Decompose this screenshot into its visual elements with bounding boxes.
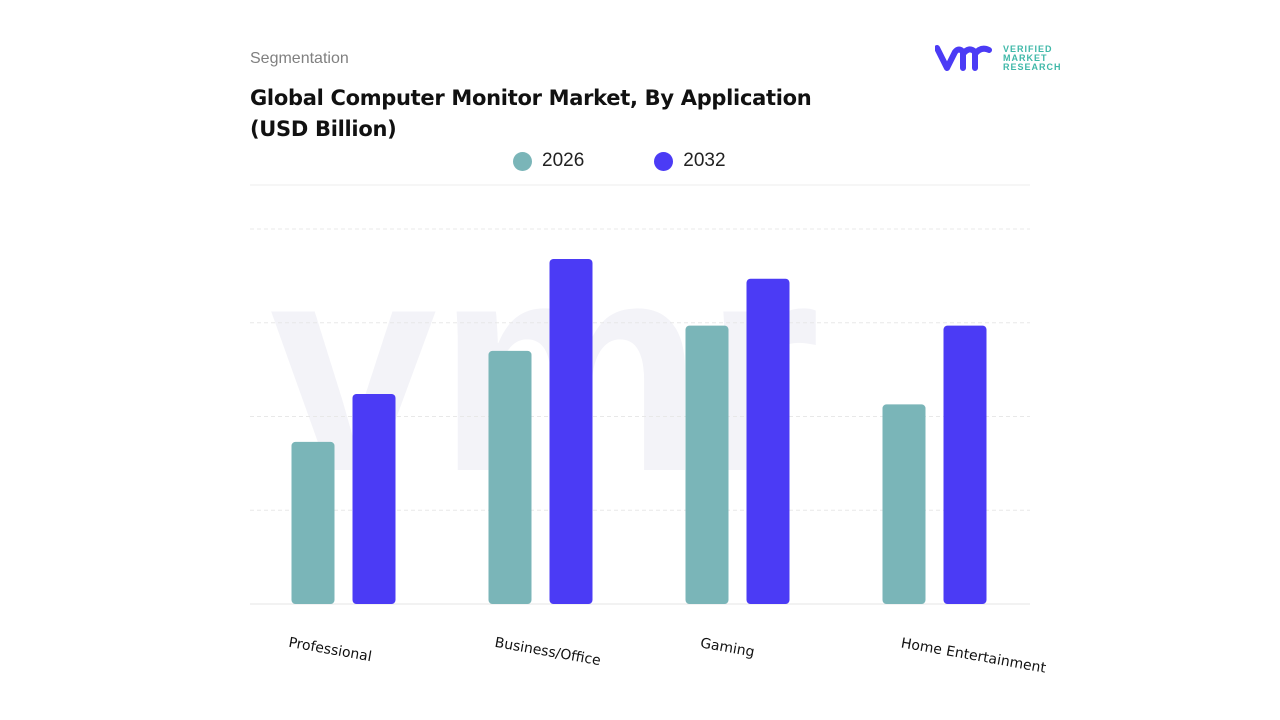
bar-2026-home-entertainment [882, 404, 926, 604]
legend-swatch [513, 151, 532, 171]
bar-2032-gaming [746, 278, 790, 604]
legend: 2026 2032 [513, 150, 726, 172]
bar-2032-business-office [549, 259, 593, 604]
logo-line3: RESEARCH [1003, 61, 1062, 72]
legend-label: 2026 [542, 150, 585, 171]
logo-line1: VERIFIED [1003, 43, 1053, 54]
bar-2026-gaming [685, 325, 729, 604]
vmr-logo-icon [935, 45, 992, 71]
bar-2032-professional [352, 394, 396, 604]
legend-item-2032: 2032 [654, 150, 726, 172]
bar-2026-professional [291, 441, 335, 604]
bar-2026-business-office [488, 350, 532, 604]
legend-item-2026: 2026 [513, 150, 584, 172]
legend-swatch [654, 151, 674, 171]
chart-title: Global Computer Monitor Market, By Appli… [250, 86, 812, 141]
bar-2032-home-entertainment [943, 325, 987, 604]
vmr-logo: VERIFIED MARKET RESEARCH [935, 44, 1062, 72]
segmentation-label: Segmentation [250, 50, 349, 67]
legend-label: 2032 [683, 150, 726, 171]
logo-line2: MARKET [1003, 52, 1048, 63]
